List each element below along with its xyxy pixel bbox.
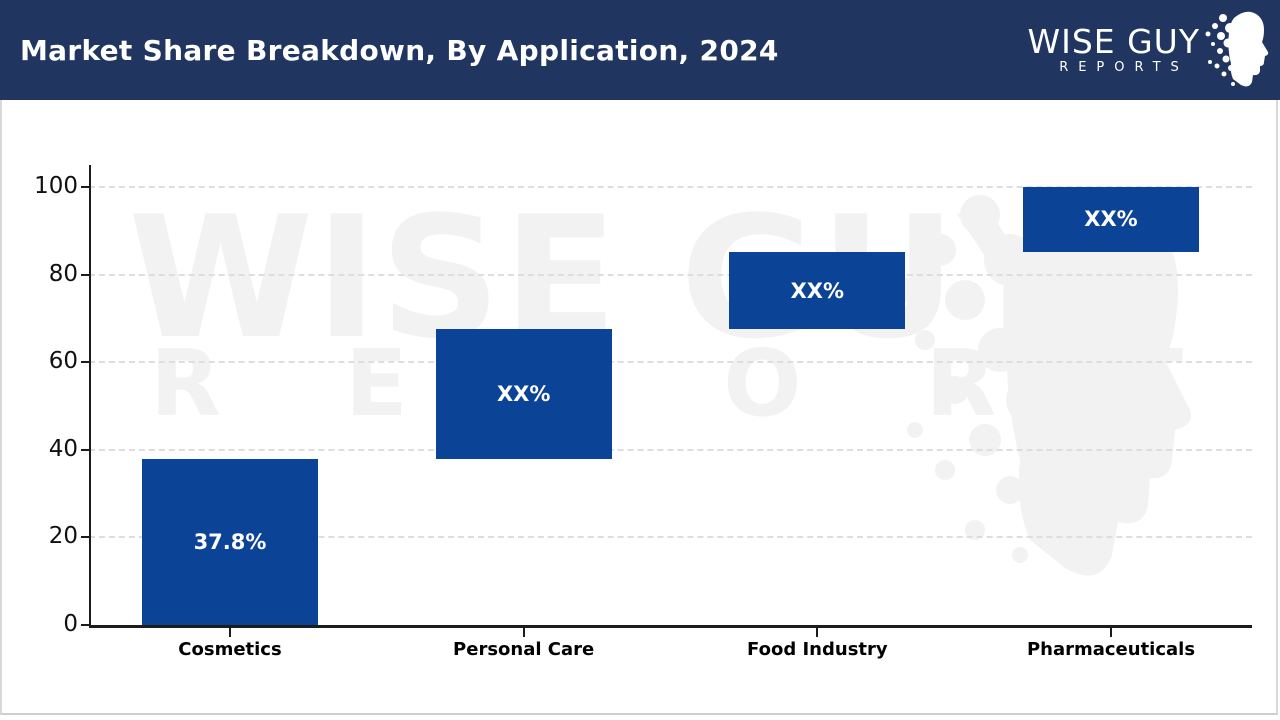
y-axis-line xyxy=(89,165,91,625)
gridline xyxy=(89,273,1252,276)
x-tick-mark xyxy=(816,628,819,637)
bar-value-label: XX% xyxy=(1084,207,1138,232)
bar-value-label: 37.8% xyxy=(193,530,267,555)
category-label: Personal Care xyxy=(453,639,595,660)
watermark-head-icon xyxy=(893,195,1191,576)
y-tick-label: 60 xyxy=(48,348,78,375)
category-label: Cosmetics xyxy=(178,639,282,660)
bar-value-label: XX% xyxy=(496,382,551,407)
category-label: Pharmaceuticals xyxy=(1026,639,1196,660)
gridline xyxy=(89,186,1252,188)
y-tick-label: 40 xyxy=(48,435,78,462)
y-tick-mark xyxy=(81,186,89,188)
page-title: Market Share Breakdown, By Application, … xyxy=(20,33,779,67)
gridline xyxy=(89,361,1252,364)
header-bar: Market Share Breakdown, By Application, … xyxy=(0,0,1280,100)
y-tick-mark xyxy=(81,624,89,626)
x-tick-mark xyxy=(1110,628,1112,637)
y-tick-label: 100 xyxy=(34,173,78,199)
bar-segment: XX% xyxy=(435,329,612,460)
x-axis-line xyxy=(89,625,1252,628)
category-label: Food Industry xyxy=(747,639,888,660)
y-tick-label: 20 xyxy=(48,523,78,550)
y-tick-mark xyxy=(81,273,89,276)
y-tick-mark xyxy=(81,536,89,539)
y-tick-label: 0 xyxy=(63,611,78,637)
logo-subtitle: REPORTS xyxy=(1059,60,1189,75)
logo-wordmark: WISE GUY xyxy=(1027,22,1200,61)
bar-segment: XX% xyxy=(1023,187,1199,252)
bar-segment: XX% xyxy=(729,251,906,330)
y-tick-mark xyxy=(81,448,89,451)
y-tick-mark xyxy=(81,361,89,364)
brand-logo: WISE GUY REPORTS xyxy=(1022,0,1272,100)
gridline xyxy=(89,536,1252,539)
logo-head-icon xyxy=(1205,11,1269,87)
bar-value-label: XX% xyxy=(790,278,845,303)
gridline xyxy=(89,448,1252,451)
bar-segment: 37.8% xyxy=(142,459,318,625)
x-tick-mark xyxy=(522,628,525,637)
x-tick-mark xyxy=(229,628,231,637)
y-tick-label: 80 xyxy=(48,260,78,287)
